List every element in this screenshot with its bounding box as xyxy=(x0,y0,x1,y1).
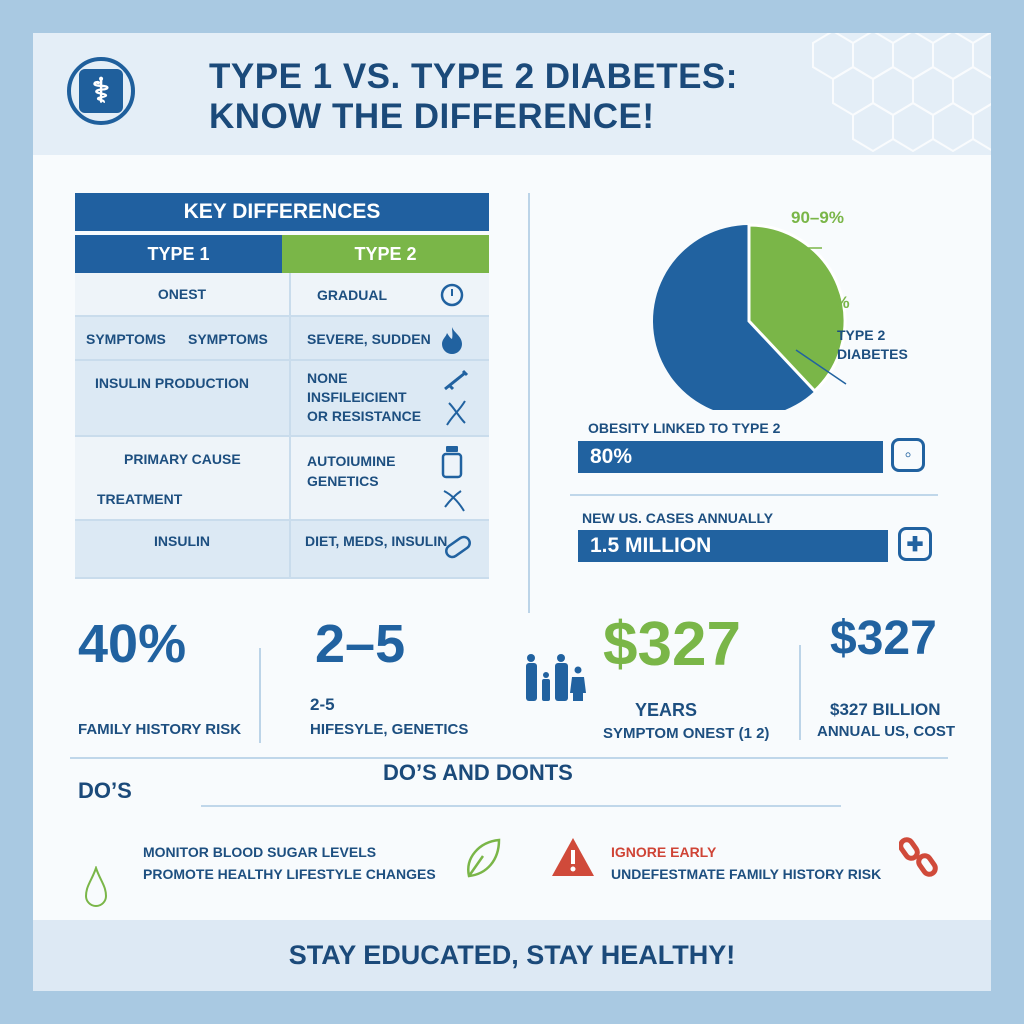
stat-sub: YEARS xyxy=(635,700,698,720)
medical-cross-icon: ✚ xyxy=(898,527,932,561)
hexagon-pattern xyxy=(812,33,991,153)
dont-item: UNDEFESTMATE FAMILY HISTORY RISK xyxy=(611,866,882,882)
pie-label: TYPE 2 xyxy=(837,327,886,343)
row-value: GRADUAL xyxy=(317,287,387,303)
title-line-1: TYPE 1 VS. TYPE 2 DIABETES: xyxy=(209,57,738,96)
dna-icon xyxy=(443,490,465,512)
pie-label: 90–9% xyxy=(791,208,844,227)
row-label: PRIMARY CAUSE xyxy=(124,451,241,467)
scale-icon: ◦ xyxy=(891,438,925,472)
title-line-2: KNOW THE DIFFERENCE! xyxy=(209,97,655,136)
row-value: AUTOIUMINE xyxy=(307,453,396,469)
dos-label: DO’S xyxy=(78,778,132,803)
dont-item: IGNORE EARLY xyxy=(611,844,717,860)
row-value: DIET, MEDS, INSULIN xyxy=(305,533,448,549)
table-row: ONEST GRADUAL xyxy=(75,273,489,317)
infographic-card: ⚕ TYPE 1 VS. TYPE 2 DIABETES: KNOW THE D… xyxy=(33,33,991,991)
clock-icon xyxy=(440,283,464,307)
stat-big: $327 xyxy=(603,610,741,679)
pie-label: DIABETES xyxy=(837,346,908,362)
obesity-label: OBESITY LINKED TO TYPE 2 xyxy=(588,420,781,436)
pie-slice-blue xyxy=(653,225,815,410)
row-label: TREATMENT xyxy=(97,491,183,507)
caduceus-cross-icon: ⚕ xyxy=(67,57,135,125)
table-row: SYMPTOMS SYMPTOMS SEVERE, SUDDEN xyxy=(75,317,489,361)
row-label: INSULIN xyxy=(75,521,291,577)
stat-big: $327 xyxy=(830,612,937,665)
row-value: GENETICS xyxy=(307,473,379,489)
new-cases-bar: 1.5 MILLION xyxy=(578,530,888,562)
row-value: NONE xyxy=(307,370,348,386)
family-icon xyxy=(526,654,586,701)
stat-label: SYMPTOM ONEST (1 2) xyxy=(603,725,770,742)
broken-link-icon xyxy=(899,837,938,877)
page-title: TYPE 1 VS. TYPE 2 DIABETES: KNOW THE DIF… xyxy=(209,57,738,137)
stat-sub: $327 BILLION xyxy=(830,700,941,719)
row-label: ONEST xyxy=(75,273,291,315)
water-drop-icon xyxy=(84,866,108,907)
new-cases-label: NEW US. CASES ANNUALLY xyxy=(582,510,774,526)
header: ⚕ TYPE 1 VS. TYPE 2 DIABETES: KNOW THE D… xyxy=(33,33,991,155)
stat-label: FAMILY HISTORY RISK xyxy=(78,721,242,738)
pill-icon xyxy=(445,535,471,559)
pie-label: 5% xyxy=(825,293,850,312)
syringe-icon xyxy=(444,369,469,391)
dos-donts-title: DO’S AND DONTS xyxy=(383,760,573,785)
table-title: KEY DIFFERENCES xyxy=(75,193,489,231)
obesity-bar: 80% xyxy=(578,441,883,473)
stat-big: 40% xyxy=(78,614,187,674)
footer-banner: STAY EDUCATED, STAY HEALTHY! xyxy=(33,920,991,991)
dna-icon xyxy=(446,400,466,426)
row-label: SYMPTOMS xyxy=(86,331,166,347)
column-type-1: TYPE 1 xyxy=(75,235,282,273)
stat-label: HIFESYLE, GENETICS xyxy=(310,721,469,738)
row-value: OR RESISTANCE xyxy=(307,408,422,424)
row-value: INSFILEICIENT xyxy=(307,389,407,405)
leaf-icon xyxy=(467,838,501,878)
stat-label: ANNUAL US, COST xyxy=(817,723,956,740)
medicine-bottle-icon xyxy=(441,446,463,479)
do-item: MONITOR BLOOD SUGAR LEVELS xyxy=(143,844,377,860)
key-differences-table: KEY DIFFERENCES TYPE 1 TYPE 2 ONEST GRAD… xyxy=(75,193,489,579)
leader-line xyxy=(787,247,822,281)
table-row: PRIMARY CAUSE TREATMENT AUTOIUMINE GENETI… xyxy=(75,437,489,521)
do-item: PROMOTE HEALTHY LIFESTYLE CHANGES xyxy=(143,866,436,882)
warning-icon xyxy=(552,838,594,876)
row-label: INSULIN PRODUCTION xyxy=(95,375,249,391)
flame-icon xyxy=(442,327,462,354)
stat-big: 2–5 xyxy=(315,614,406,674)
table-row: INSULIN DIET, MEDS, INSULIN xyxy=(75,521,489,579)
column-type-2: TYPE 2 xyxy=(282,235,489,273)
stat-sub: 2-5 xyxy=(310,695,335,714)
pie-slice-green xyxy=(747,223,847,394)
table-row: INSULIN PRODUCTION NONE INSFILEICIENT OR… xyxy=(75,361,489,437)
row-value: SEVERE, SUDDEN xyxy=(307,331,431,347)
row-label: SYMPTOMS xyxy=(188,331,268,347)
pie-chart xyxy=(653,223,847,410)
leader-line xyxy=(795,349,847,385)
